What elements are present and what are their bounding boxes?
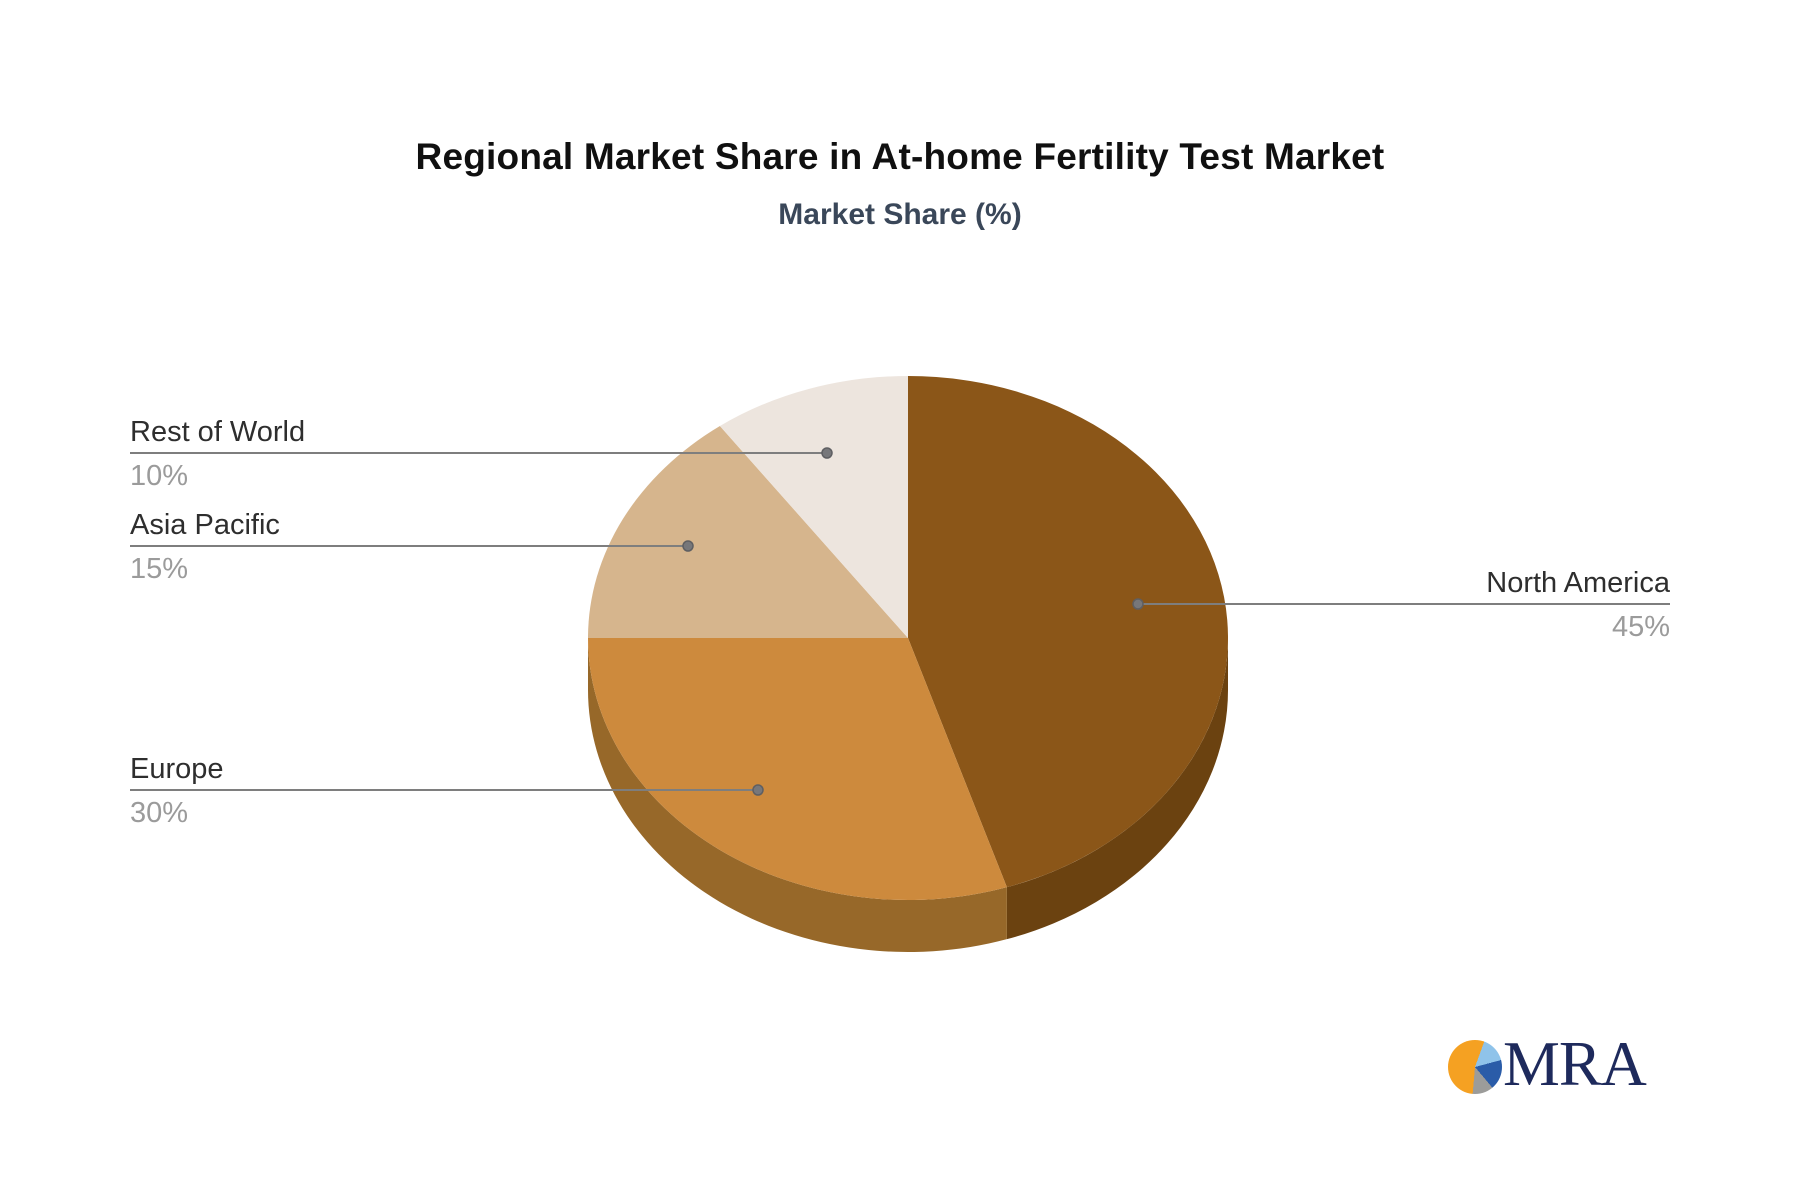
pie-slice-asia-pacific[interactable] [588, 426, 908, 638]
slice-label-europe: Europe [130, 753, 224, 785]
brand-logo-text: MRA [1503, 1028, 1647, 1099]
leader-dot-asia-pacific [682, 540, 694, 552]
slice-pct-asia-pacific: 15% [130, 553, 189, 585]
slice-label-rest-of-world: Rest of World [130, 416, 306, 448]
pie-side-north-america [1006, 638, 1228, 940]
slice-label-asia-pacific: Asia Pacific [130, 509, 280, 541]
pie-side-europe [588, 638, 1007, 953]
slice-pct-rest-of-world: 10% [130, 460, 189, 492]
slice-label-north-america: North America [1486, 567, 1670, 599]
brand-logo: MRA [1448, 1032, 1647, 1096]
slice-pct-north-america: 45% [1611, 611, 1670, 643]
pie-slice-north-america[interactable] [908, 376, 1228, 888]
slice-pct-europe: 30% [130, 797, 189, 829]
chart-subtitle: Market Share (%) [778, 198, 1022, 231]
leader-dot-rest-of-world [821, 447, 833, 459]
chart-title: Regional Market Share in At-home Fertili… [415, 136, 1385, 177]
pie-chart-logo-icon [1448, 1040, 1502, 1094]
pie-slice-europe[interactable] [588, 638, 1007, 900]
leader-dot-north-america [1132, 598, 1144, 610]
pie-slice-rest-of-world[interactable] [719, 376, 908, 638]
leader-dot-europe [752, 784, 764, 796]
